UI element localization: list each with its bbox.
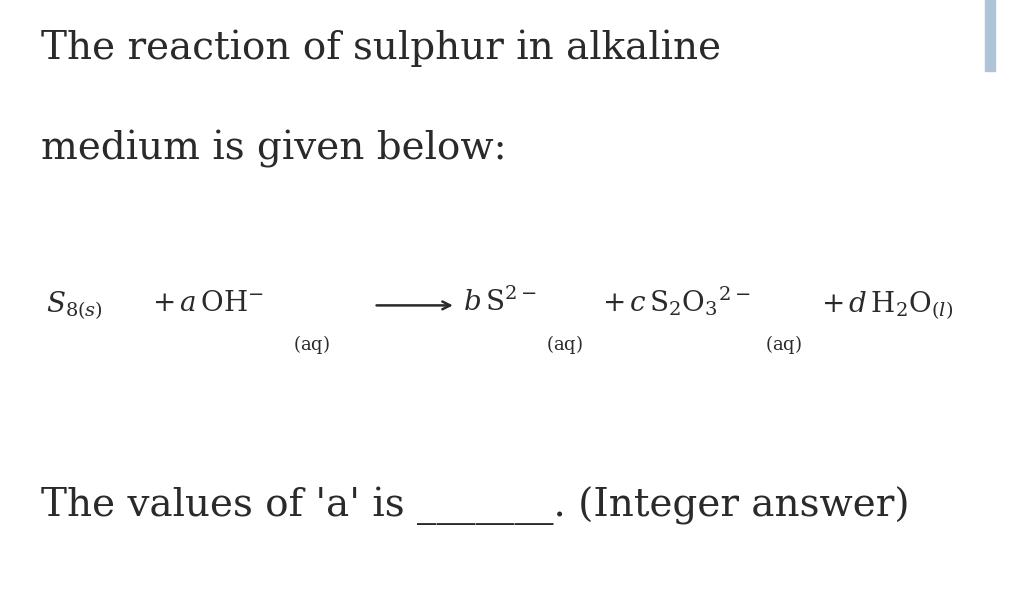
Text: The values of 'a' is _______. (Integer answer): The values of 'a' is _______. (Integer a… bbox=[41, 486, 909, 525]
Text: $S_{8(s)}$: $S_{8(s)}$ bbox=[46, 289, 103, 321]
Text: medium is given below:: medium is given below: bbox=[41, 130, 507, 168]
Text: $+\,c\,\mathrm{S_2O_3}^{2-}$: $+\,c\,\mathrm{S_2O_3}^{2-}$ bbox=[602, 284, 751, 318]
Text: $\mathrm{(aq)}$: $\mathrm{(aq)}$ bbox=[546, 333, 583, 356]
Text: $\mathrm{(aq)}$: $\mathrm{(aq)}$ bbox=[293, 333, 330, 356]
Text: $+\,a\,\mathrm{OH}^{-}$: $+\,a\,\mathrm{OH}^{-}$ bbox=[152, 291, 263, 317]
Text: The reaction of sulphur in alkaline: The reaction of sulphur in alkaline bbox=[41, 30, 721, 67]
Text: $b\,\mathrm{S}^{2-}$: $b\,\mathrm{S}^{2-}$ bbox=[463, 288, 537, 317]
Text: $\mathrm{(aq)}$: $\mathrm{(aq)}$ bbox=[765, 333, 802, 356]
Text: $+\,d\,\mathrm{H_2O}_{(l)}$: $+\,d\,\mathrm{H_2O}_{(l)}$ bbox=[821, 289, 953, 321]
FancyBboxPatch shape bbox=[985, 0, 995, 71]
